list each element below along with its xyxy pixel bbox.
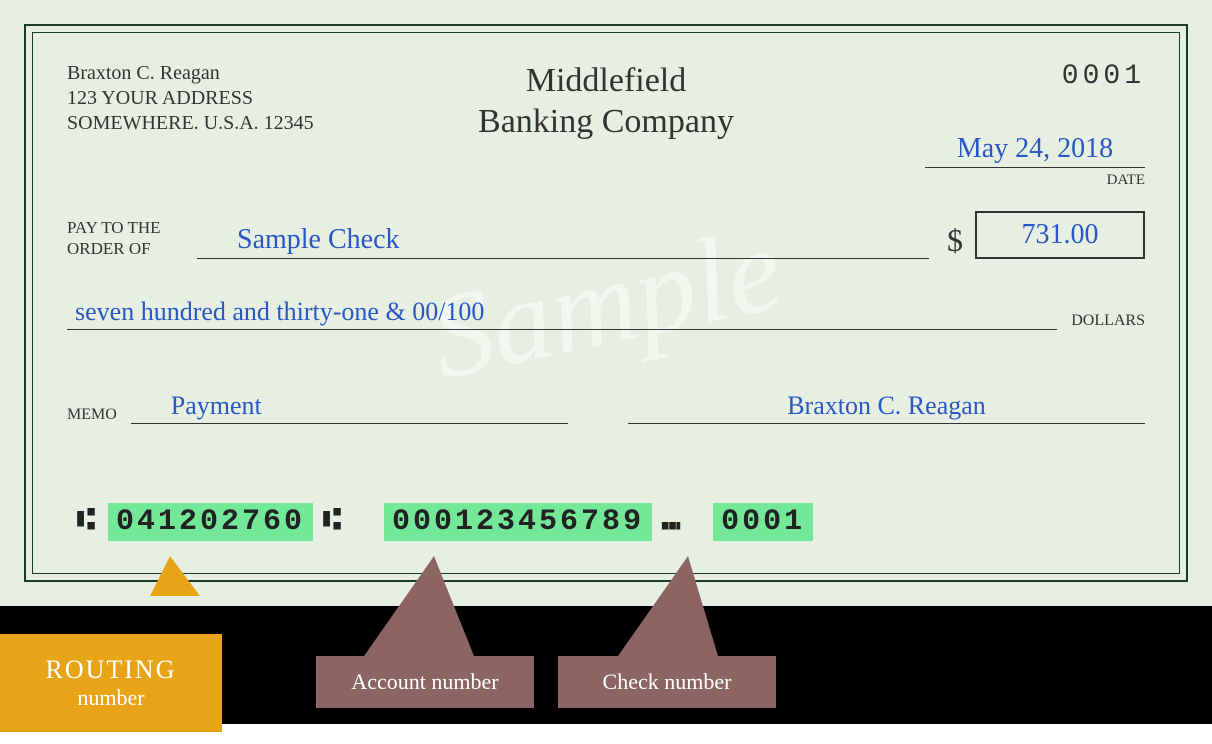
amount-words: seven hundred and thirty-one & 00/100 <box>67 297 1057 330</box>
memo-value: Payment <box>131 391 568 424</box>
pay-to-value: Sample Check <box>197 224 929 259</box>
callout-routing-pointer-icon <box>0 556 240 646</box>
memo-block: MEMO Payment <box>67 391 568 424</box>
pay-to-label: PAY TO THE ORDER OF <box>67 218 197 259</box>
micr-symbol-left: ⑆ <box>77 505 98 539</box>
check-number-top: 0001 <box>1062 61 1145 92</box>
callout-routing-line2: number <box>77 685 144 711</box>
payer-name: Braxton C. Reagan <box>67 61 314 86</box>
dollar-sign: $ <box>947 222 963 259</box>
check-outer-border: Sample Braxton C. Reagan 123 YOUR ADDRES… <box>24 24 1188 582</box>
signature-value: Braxton C. Reagan <box>628 391 1145 424</box>
memo-signature-row: MEMO Payment Braxton C. Reagan <box>67 391 1145 424</box>
date-value: May 24, 2018 <box>925 133 1145 168</box>
check-inner-border: Sample Braxton C. Reagan 123 YOUR ADDRES… <box>32 32 1180 574</box>
micr-symbol-mid: ⑆ <box>323 505 344 539</box>
callout-check-label: Check number <box>558 656 776 708</box>
micr-symbol-dash: ⑉ <box>662 505 683 539</box>
amount-words-row: seven hundred and thirty-one & 00/100 DO… <box>67 297 1145 330</box>
pay-to-row: PAY TO THE ORDER OF Sample Check $ 731.0… <box>67 211 1145 259</box>
date-area: May 24, 2018 DATE <box>925 133 1145 189</box>
callout-account-text: Account number <box>351 669 498 695</box>
callout-routing-line1: ROUTING <box>46 655 177 685</box>
payer-address: Braxton C. Reagan 123 YOUR ADDRESS SOMEW… <box>67 61 314 136</box>
pay-to-label-line2: ORDER OF <box>67 239 197 259</box>
memo-label: MEMO <box>67 406 117 424</box>
callout-check-pointer-icon <box>558 556 778 666</box>
callout-account-label: Account number <box>316 656 534 708</box>
payer-city: SOMEWHERE. U.S.A. 12345 <box>67 111 314 136</box>
micr-check-number: 0001 <box>713 503 813 541</box>
callout-routing <box>0 556 240 646</box>
pay-to-label-line1: PAY TO THE <box>67 218 197 238</box>
bank-name-line2: Banking Company <box>478 102 734 143</box>
callout-check-text: Check number <box>603 669 732 695</box>
bank-name-line1: Middlefield <box>478 61 734 102</box>
routing-number: 041202760 <box>108 503 313 541</box>
callout-account <box>324 556 544 666</box>
check-container: Sample Braxton C. Reagan 123 YOUR ADDRES… <box>0 0 1212 606</box>
payer-street: 123 YOUR ADDRESS <box>67 86 314 111</box>
bank-name: Middlefield Banking Company <box>478 61 734 143</box>
dollars-label: DOLLARS <box>1071 312 1145 330</box>
micr-line: ⑆ 041202760 ⑆ 000123456789 ⑉ 0001 <box>67 503 813 541</box>
callout-account-pointer-icon <box>324 556 544 666</box>
callout-check <box>558 556 778 666</box>
amount-numeric: 731.00 <box>975 211 1145 259</box>
account-number: 000123456789 <box>384 503 652 541</box>
callout-routing-label: ROUTING number <box>0 634 222 732</box>
date-label: DATE <box>925 172 1145 189</box>
